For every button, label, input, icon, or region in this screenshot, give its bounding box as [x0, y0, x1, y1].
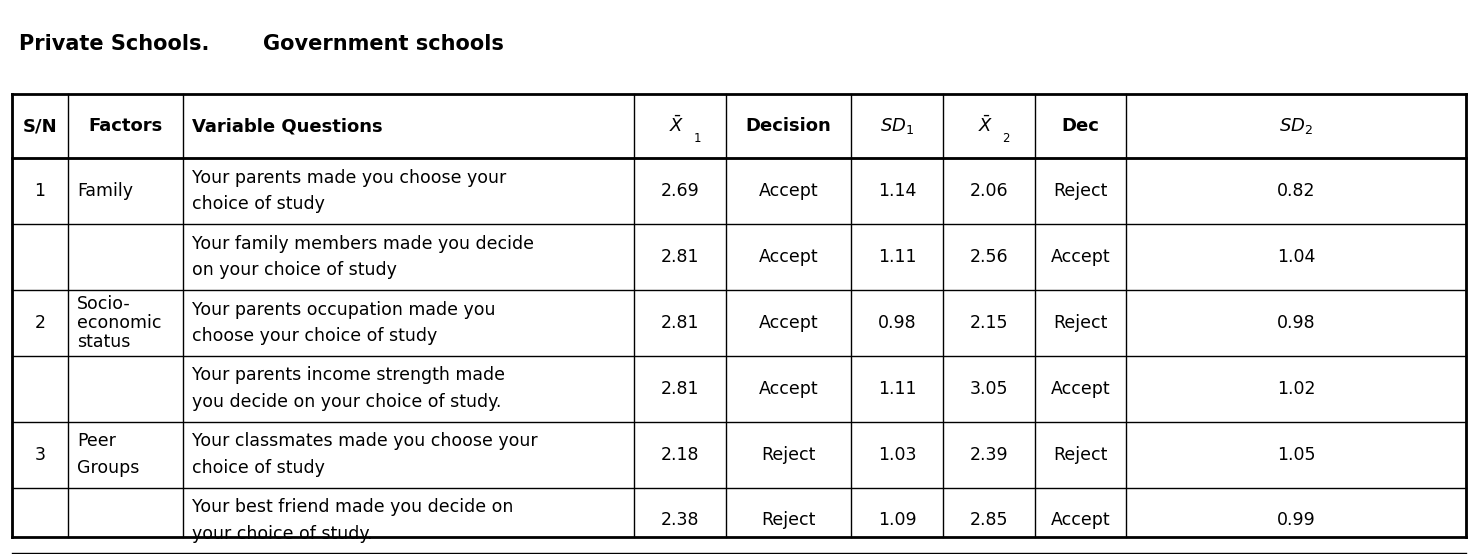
Text: your choice of study.: your choice of study.: [192, 525, 372, 543]
Text: Accept: Accept: [1051, 379, 1110, 398]
Text: Reject: Reject: [761, 511, 816, 530]
Text: Private Schools.: Private Schools.: [19, 34, 210, 54]
Text: 2.18: 2.18: [661, 445, 699, 464]
Text: Accept: Accept: [758, 379, 819, 398]
Text: 2.69: 2.69: [661, 182, 699, 200]
Text: Your best friend made you decide on: Your best friend made you decide on: [192, 498, 513, 516]
Text: 0.98: 0.98: [878, 314, 916, 332]
Text: Groups: Groups: [77, 459, 139, 477]
Text: Factors: Factors: [89, 117, 163, 135]
Text: Your parents occupation made you: Your parents occupation made you: [192, 300, 495, 319]
Text: Peer: Peer: [77, 432, 115, 450]
Text: 1.14: 1.14: [878, 182, 916, 200]
Text: $SD_1$: $SD_1$: [879, 116, 915, 136]
Text: Your parents income strength made: Your parents income strength made: [192, 366, 505, 384]
Text: Your classmates made you choose your: Your classmates made you choose your: [192, 432, 538, 450]
Text: 0.98: 0.98: [1277, 314, 1315, 332]
Text: Your parents made you choose your: Your parents made you choose your: [192, 168, 507, 187]
Text: Accept: Accept: [1051, 248, 1110, 266]
Text: Your family members made you decide: Your family members made you decide: [192, 234, 534, 253]
Text: you decide on your choice of study.: you decide on your choice of study.: [192, 393, 501, 411]
Text: 2.85: 2.85: [970, 511, 1008, 530]
Text: Socio-: Socio-: [77, 295, 130, 313]
Text: Accept: Accept: [758, 182, 819, 200]
Text: 1: 1: [34, 182, 46, 200]
Text: 2.15: 2.15: [970, 314, 1008, 332]
Text: $\bar{X}$: $\bar{X}$: [670, 116, 684, 136]
Text: $\bar{X}$: $\bar{X}$: [978, 116, 993, 136]
Text: status: status: [77, 332, 130, 351]
Text: 0.82: 0.82: [1277, 182, 1315, 200]
Text: Reject: Reject: [1054, 445, 1107, 464]
Text: on your choice of study: on your choice of study: [192, 261, 398, 279]
Text: 1.11: 1.11: [878, 379, 916, 398]
Text: choice of study: choice of study: [192, 195, 325, 213]
Text: Reject: Reject: [761, 445, 816, 464]
Text: 3.05: 3.05: [970, 379, 1008, 398]
Text: Accept: Accept: [758, 248, 819, 266]
Text: choose your choice of study: choose your choice of study: [192, 327, 437, 345]
Text: $_2$: $_2$: [1002, 127, 1011, 145]
Text: 2: 2: [34, 314, 46, 332]
Text: Variable Questions: Variable Questions: [192, 117, 383, 135]
Text: 1.03: 1.03: [878, 445, 916, 464]
Text: 1.02: 1.02: [1277, 379, 1315, 398]
Text: 0.99: 0.99: [1277, 511, 1315, 530]
Text: Family: Family: [77, 182, 133, 200]
Text: choice of study: choice of study: [192, 459, 325, 477]
Text: Government schools: Government schools: [263, 34, 504, 54]
Text: 2.39: 2.39: [970, 445, 1008, 464]
Text: 2.81: 2.81: [661, 379, 699, 398]
Text: 2.81: 2.81: [661, 314, 699, 332]
Text: 1.09: 1.09: [878, 511, 916, 530]
Text: 1.04: 1.04: [1277, 248, 1315, 266]
Text: 2.81: 2.81: [661, 248, 699, 266]
Text: Accept: Accept: [1051, 511, 1110, 530]
Text: $_1$: $_1$: [693, 127, 702, 145]
Text: Reject: Reject: [1054, 314, 1107, 332]
Text: 2.56: 2.56: [970, 248, 1008, 266]
Text: 1.05: 1.05: [1277, 445, 1315, 464]
Text: Decision: Decision: [745, 117, 832, 135]
Text: 2.06: 2.06: [970, 182, 1008, 200]
Text: 1.11: 1.11: [878, 248, 916, 266]
Text: Accept: Accept: [758, 314, 819, 332]
Text: Dec: Dec: [1061, 117, 1100, 135]
Text: 2.38: 2.38: [661, 511, 699, 530]
Text: 3: 3: [34, 445, 46, 464]
Text: Reject: Reject: [1054, 182, 1107, 200]
Text: $SD_2$: $SD_2$: [1278, 116, 1314, 136]
Text: economic: economic: [77, 314, 161, 332]
Text: S/N: S/N: [22, 117, 58, 135]
